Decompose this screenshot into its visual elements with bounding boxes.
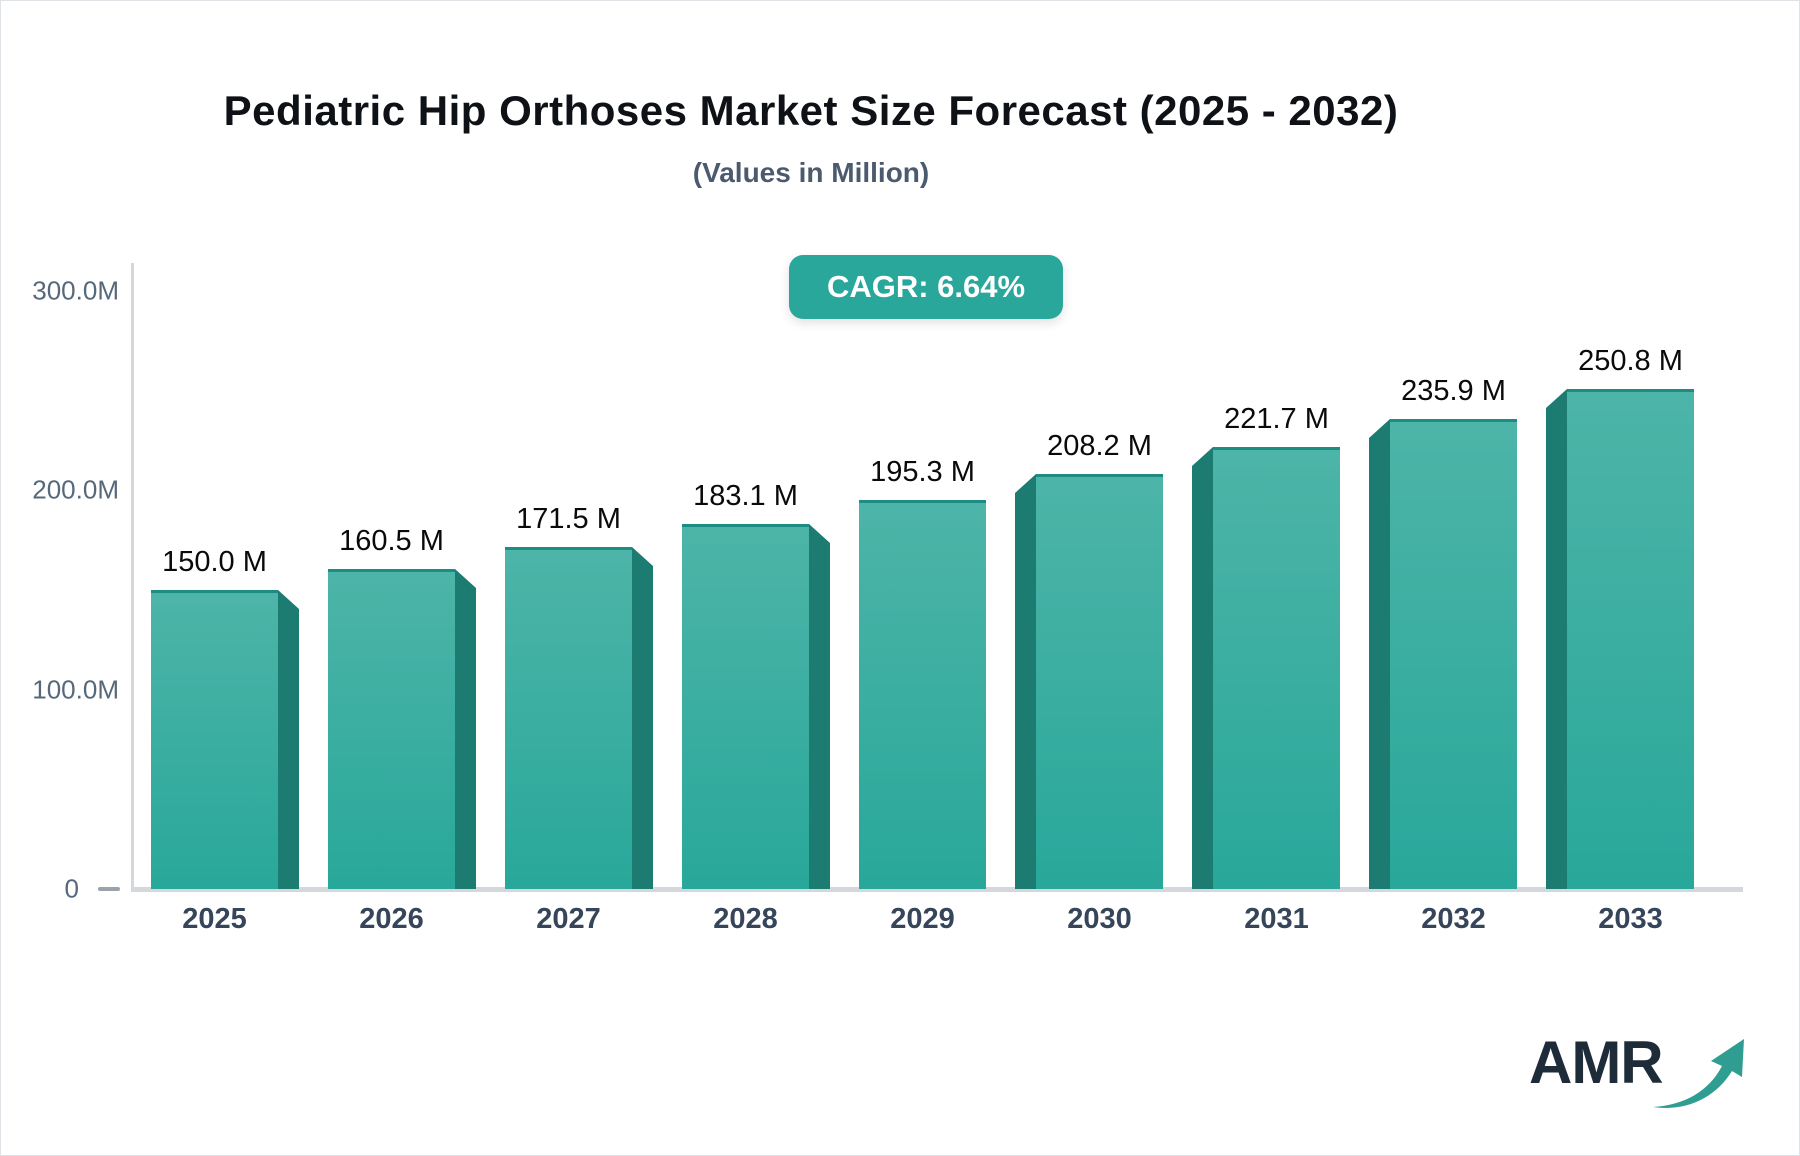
logo-text: AMR [1529,1029,1664,1096]
zero-tick-dash [98,887,120,891]
bar [151,590,278,889]
growth-arrow-icon [1649,1035,1749,1118]
x-tick-label: 2026 [359,903,424,935]
bar-side-face [1369,419,1390,889]
bar [1036,474,1163,889]
x-tick-label: 2029 [890,903,955,935]
bar [505,547,632,889]
bar-side-face [1546,389,1567,889]
bar-side-face [1015,474,1036,889]
bar-side-face [1192,447,1213,889]
y-axis-line [131,263,134,892]
y-tick-label: 300.0M [32,275,119,306]
bar [1567,389,1694,889]
x-tick-label: 2033 [1598,903,1663,935]
bar-value-label: 171.5 M [516,503,621,535]
chart-title: Pediatric Hip Orthoses Market Size Forec… [223,87,1399,134]
bar-value-label: 221.7 M [1224,403,1329,435]
brand-logo: AMR [1529,1033,1749,1118]
x-tick-label: 2032 [1421,903,1486,935]
x-tick-label: 2025 [182,903,247,935]
bar-side-face [809,524,830,889]
y-tick-label: 200.0M [32,474,119,505]
bar [1390,419,1517,889]
x-axis-line [131,887,1743,892]
bar-value-label: 195.3 M [870,456,975,488]
bar-value-label: 150.0 M [162,546,267,578]
chart-header: Pediatric Hip Orthoses Market Size Forec… [1,87,1621,189]
bar-value-label: 208.2 M [1047,430,1152,462]
x-tick-label: 2027 [536,903,601,935]
bar [682,524,809,889]
x-tick-label: 2031 [1244,903,1309,935]
bar [859,500,986,889]
chart-subtitle: (Values in Million) [692,157,930,188]
bar-side-face [278,590,299,889]
bar-side-face [455,569,476,889]
bar-value-label: 250.8 M [1578,345,1683,377]
x-tick-label: 2030 [1067,903,1132,935]
y-tick-label: 0 [64,873,79,904]
bar-value-label: 235.9 M [1401,375,1506,407]
bar [1213,447,1340,889]
bar-value-label: 160.5 M [339,525,444,557]
cagr-badge: CAGR: 6.64% [789,255,1063,319]
bar-value-label: 183.1 M [693,480,798,512]
x-tick-label: 2028 [713,903,778,935]
bar-side-face [632,547,653,889]
bar [328,569,455,889]
y-tick-label: 100.0M [32,674,119,705]
